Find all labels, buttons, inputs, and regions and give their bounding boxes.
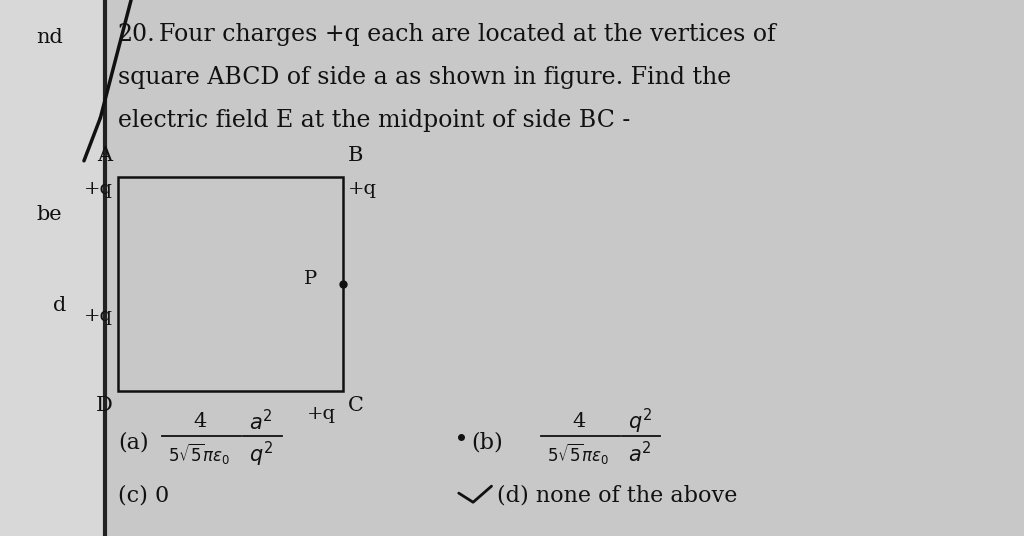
Text: +q: +q [307,405,336,423]
Text: A: A [97,146,113,165]
Text: square ABCD of side a as shown in figure. Find the: square ABCD of side a as shown in figure… [118,66,731,89]
Text: C: C [348,396,365,414]
Text: 4: 4 [194,412,206,431]
Text: 4: 4 [572,412,585,431]
Text: B: B [348,146,364,165]
Text: (d) none of the above: (d) none of the above [497,485,737,507]
Text: 20.: 20. [118,24,156,46]
Text: be: be [36,205,62,224]
Text: $a^2$: $a^2$ [249,409,273,435]
Text: electric field E at the midpoint of side BC -: electric field E at the midpoint of side… [118,109,630,132]
Text: Four charges +q each are located at the vertices of: Four charges +q each are located at the … [159,24,775,46]
Text: (a): (a) [118,431,148,453]
Text: P: P [304,270,317,288]
Bar [118,177,343,391]
Text: +q: +q [84,307,113,325]
Text: $q^2$: $q^2$ [249,440,273,468]
Text: D: D [96,396,113,414]
Text: $a^2$: $a^2$ [628,441,652,467]
Text: d: d [53,296,66,315]
Text: (b): (b) [471,431,503,453]
Text: (c) 0: (c) 0 [118,485,169,507]
Bar [0,0,105,536]
Text: $5\sqrt{5}\pi\epsilon_0$: $5\sqrt{5}\pi\epsilon_0$ [547,442,610,466]
Text: +q: +q [348,180,377,198]
Text: $q^2$: $q^2$ [628,407,652,436]
Text: nd: nd [36,28,62,47]
Text: $5\sqrt{5}\pi\epsilon_0$: $5\sqrt{5}\pi\epsilon_0$ [168,442,231,466]
Text: +q: +q [84,180,113,198]
